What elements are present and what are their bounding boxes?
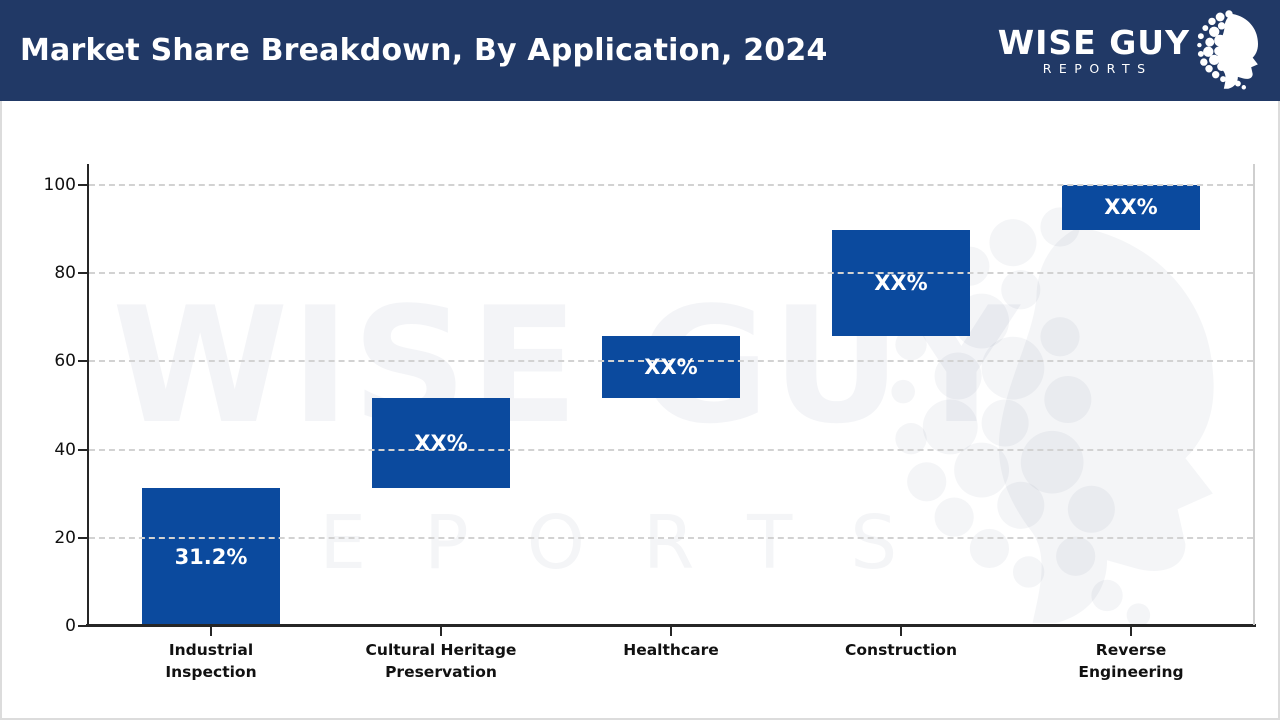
brand-head-icon: [1197, 9, 1259, 89]
brand-name: WISE GUY: [997, 22, 1190, 62]
header: Market Share Breakdown, By Application, …: [0, 0, 1280, 101]
brand-logo-text: WISE GUY REPORTS: [998, 26, 1190, 76]
watermark-head-icon: [891, 207, 1214, 627]
brand-logo: WISE GUY REPORTS: [998, 5, 1266, 97]
chart-canvas: WISE GUY REPORTS: [0, 101, 1280, 720]
watermark-brand-name: WISE GUY: [112, 272, 1022, 459]
page-title: Market Share Breakdown, By Application, …: [20, 33, 828, 68]
watermark-brand-subtitle: REPORTS: [210, 500, 956, 586]
brand-subtitle: REPORTS: [1042, 60, 1153, 76]
